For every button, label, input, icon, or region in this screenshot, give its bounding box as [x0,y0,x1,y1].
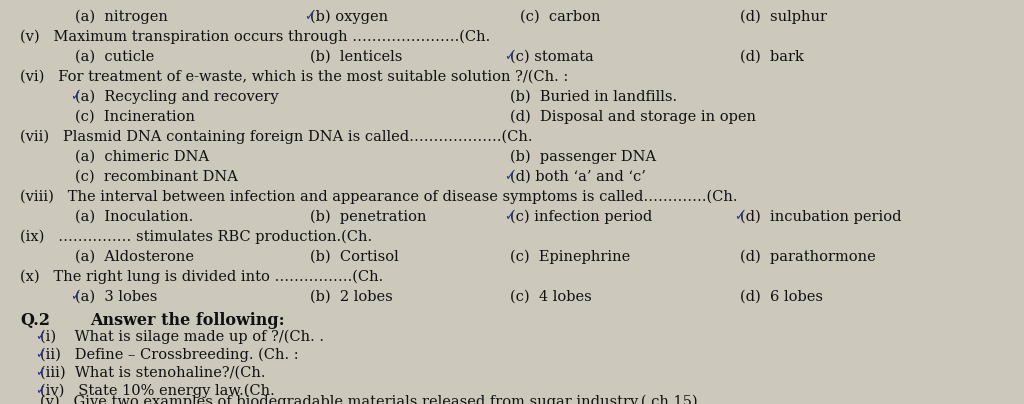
Text: Q.2: Q.2 [20,312,50,329]
Text: (a)  nitrogen: (a) nitrogen [75,10,168,24]
Text: (viii)   The interval between infection and appearance of disease symptoms is ca: (viii) The interval between infection an… [20,190,737,204]
Text: (iv)   State 10% energy law.(Ch.: (iv) State 10% energy law.(Ch. [40,384,274,398]
Text: (d)  incubation period: (d) incubation period [740,210,901,224]
Text: ✓: ✓ [70,290,81,303]
Text: ✓: ✓ [734,210,744,223]
Text: (d)  parathormone: (d) parathormone [740,250,876,264]
Text: (d)  sulphur: (d) sulphur [740,10,827,24]
Text: ✓: ✓ [504,210,514,223]
Text: ✓: ✓ [35,330,45,343]
Text: (b)  Buried in landfills.: (b) Buried in landfills. [510,90,677,104]
Text: ✓: ✓ [504,50,514,63]
Text: (b)  penetration: (b) penetration [310,210,427,224]
Text: (c)  4 lobes: (c) 4 lobes [510,290,592,304]
Text: (b)  Cortisol: (b) Cortisol [310,250,398,264]
Text: (c)  recombinant DNA: (c) recombinant DNA [75,170,238,184]
Text: (a)  Aldosterone: (a) Aldosterone [75,250,194,264]
Text: (iii)  What is stenohaline?/(Ch.: (iii) What is stenohaline?/(Ch. [40,366,265,380]
Text: (a)  Inoculation.: (a) Inoculation. [75,210,194,224]
Text: (c)  Epinephrine: (c) Epinephrine [510,250,630,264]
Text: (vii)   Plasmid DNA containing foreign DNA is called……………….(Ch.: (vii) Plasmid DNA containing foreign DNA… [20,130,532,144]
Text: (b)  lenticels: (b) lenticels [310,50,402,64]
Text: ✓: ✓ [304,10,314,23]
Text: (b) oxygen: (b) oxygen [310,10,388,24]
Text: (b)  passenger DNA: (b) passenger DNA [510,150,656,164]
Text: (c)  Incineration: (c) Incineration [75,110,195,124]
Text: ✓: ✓ [35,348,45,361]
Text: ✓: ✓ [35,366,45,379]
Text: (c) stomata: (c) stomata [510,50,594,64]
Text: (d) both ‘a’ and ‘c’: (d) both ‘a’ and ‘c’ [510,170,646,184]
Text: (v)   Maximum transpiration occurs through ………………….(Ch.: (v) Maximum transpiration occurs through… [20,30,490,44]
Text: (a)  Recycling and recovery: (a) Recycling and recovery [75,90,279,104]
Text: (vi)   For treatment of e-waste, which is the most suitable solution ?/(Ch. :: (vi) For treatment of e-waste, which is … [20,70,568,84]
Text: (v)   Give two examples of biodegradable materials released from sugar industry.: (v) Give two examples of biodegradable m… [40,395,697,404]
Text: (ii)   Define – Crossbreeding. (Ch. :: (ii) Define – Crossbreeding. (Ch. : [40,348,299,362]
Text: ✓: ✓ [35,384,45,397]
Text: (x)   The right lung is divided into …………….(Ch.: (x) The right lung is divided into ……………… [20,270,383,284]
Text: (d)  6 lobes: (d) 6 lobes [740,290,823,304]
Text: ✓: ✓ [504,170,514,183]
Text: (i)    What is silage made up of ?/(Ch. .: (i) What is silage made up of ?/(Ch. . [40,330,324,344]
Text: (a)  chimeric DNA: (a) chimeric DNA [75,150,209,164]
Text: (c)  carbon: (c) carbon [520,10,600,24]
Text: (b)  2 lobes: (b) 2 lobes [310,290,393,304]
Text: (d)  bark: (d) bark [740,50,804,64]
Text: (a)  cuticle: (a) cuticle [75,50,155,64]
Text: (a)  3 lobes: (a) 3 lobes [75,290,158,304]
Text: (ix)   …………… stimulates RBC production.(Ch.: (ix) …………… stimulates RBC production.(Ch… [20,230,372,244]
Text: (c) infection period: (c) infection period [510,210,652,224]
Text: Answer the following:: Answer the following: [90,312,285,329]
Text: ✓: ✓ [70,90,81,103]
Text: (d)  Disposal and storage in open: (d) Disposal and storage in open [510,110,756,124]
